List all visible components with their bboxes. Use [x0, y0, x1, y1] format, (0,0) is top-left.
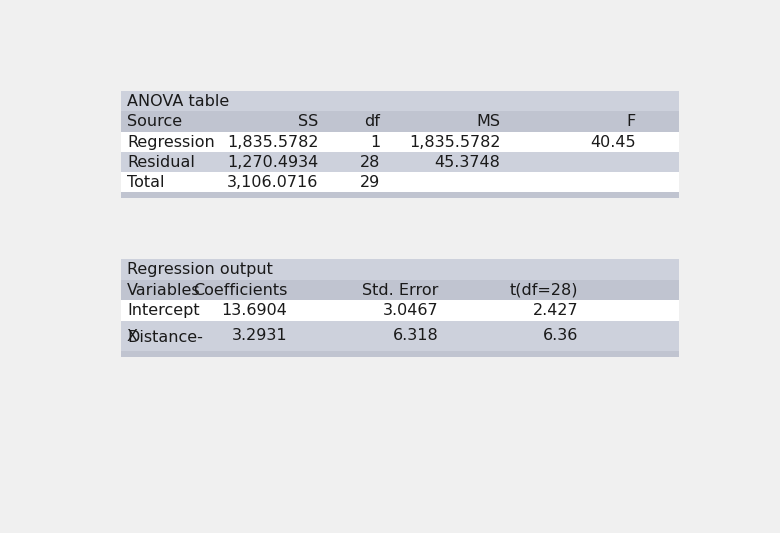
FancyBboxPatch shape	[121, 172, 679, 192]
FancyBboxPatch shape	[121, 152, 679, 172]
Text: ANOVA table: ANOVA table	[127, 93, 229, 109]
FancyBboxPatch shape	[121, 301, 679, 320]
FancyBboxPatch shape	[121, 280, 679, 301]
Text: 45.3748: 45.3748	[434, 155, 501, 169]
Text: 1,270.4934: 1,270.4934	[227, 155, 318, 169]
FancyBboxPatch shape	[121, 111, 679, 132]
Text: 1: 1	[370, 135, 381, 150]
Text: 28: 28	[360, 155, 381, 169]
Text: 29: 29	[360, 175, 381, 190]
Text: t(df=28): t(df=28)	[509, 282, 578, 297]
Text: Residual: Residual	[127, 155, 195, 169]
Text: F: F	[627, 114, 636, 130]
Text: Regression output: Regression output	[127, 262, 273, 277]
Text: SS: SS	[298, 114, 318, 130]
Text: Variables: Variables	[127, 282, 200, 297]
Text: 13.6904: 13.6904	[222, 303, 287, 318]
Text: 3.2931: 3.2931	[232, 328, 287, 343]
Text: Source: Source	[127, 114, 182, 130]
Text: Distance-: Distance-	[127, 330, 203, 345]
Text: Total: Total	[127, 175, 165, 190]
Text: 3.0467: 3.0467	[383, 303, 438, 318]
Text: Regression: Regression	[127, 135, 214, 150]
FancyBboxPatch shape	[121, 351, 679, 357]
FancyBboxPatch shape	[121, 259, 679, 357]
Text: Std. Error: Std. Error	[362, 282, 438, 297]
Text: X: X	[127, 329, 138, 344]
Text: 3,106.0716: 3,106.0716	[227, 175, 318, 190]
Text: 6.318: 6.318	[393, 328, 438, 343]
FancyBboxPatch shape	[121, 192, 679, 198]
Text: Coefficients: Coefficients	[193, 282, 287, 297]
Text: df: df	[364, 114, 381, 130]
Text: 6.36: 6.36	[543, 328, 578, 343]
Text: Intercept: Intercept	[127, 303, 200, 318]
FancyBboxPatch shape	[121, 132, 679, 152]
Text: 1,835.5782: 1,835.5782	[409, 135, 501, 150]
Text: MS: MS	[477, 114, 501, 130]
Text: 40.45: 40.45	[590, 135, 636, 150]
FancyBboxPatch shape	[121, 91, 679, 198]
FancyBboxPatch shape	[121, 320, 679, 351]
Text: 1,835.5782: 1,835.5782	[227, 135, 318, 150]
Text: 2.427: 2.427	[533, 303, 578, 318]
